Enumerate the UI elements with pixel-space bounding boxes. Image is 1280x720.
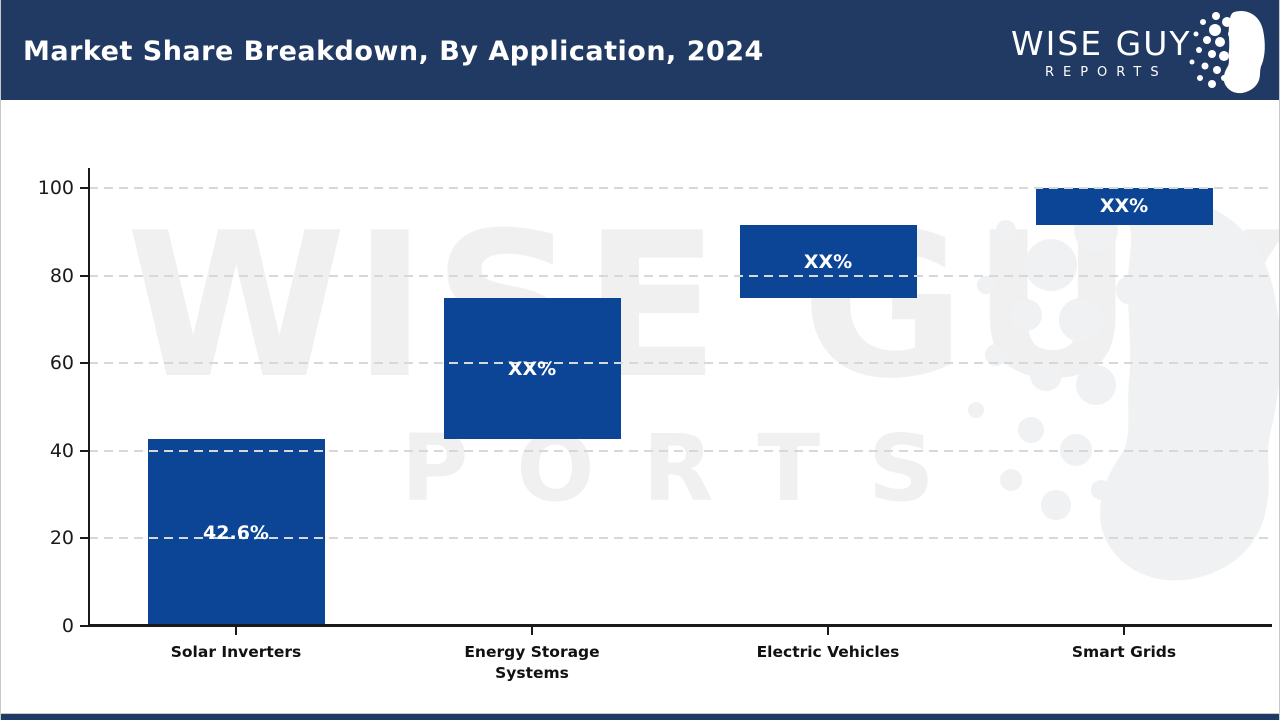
y-tick-label-80: 80	[49, 264, 74, 287]
logo-wiseguy-text: WISE GUY	[1011, 24, 1192, 63]
x-category-label-smart-grids: Smart Grids	[1071, 643, 1177, 661]
header-banner: Market Share Breakdown, By Application, …	[1, 0, 1279, 100]
x-tick-mark-smart-grids	[1123, 627, 1125, 635]
bar-solar-inverters	[147, 439, 325, 626]
gridline-100	[89, 187, 1272, 189]
page-title: Market Share Breakdown, By Application, …	[23, 36, 764, 67]
x-tick-mark-energy-storage-systems	[531, 627, 533, 635]
y-tick-mark-60	[80, 362, 88, 365]
gridline-40	[89, 449, 1272, 452]
y-tick-mark-20	[80, 537, 88, 540]
y-tick-label-60: 60	[49, 352, 74, 375]
y-tick-mark-100	[80, 187, 88, 189]
y-tick-mark-0	[80, 625, 88, 627]
logo-face-dots-icon	[1189, 10, 1265, 94]
bar-value-label-energy-storage-systems: XX%	[507, 357, 557, 380]
y-tick-label-0: 0	[61, 615, 74, 637]
logo-wordmark: WISE GUY REPORTS	[1011, 24, 1192, 80]
gridline-60	[89, 362, 1272, 365]
chart-plot-region: WISE GUY PORTS 0 20 40 60 80 100 42.6% Solar In…	[1, 100, 1280, 714]
gridline-20	[89, 537, 1272, 540]
x-category-label-electric-vehicles: Electric Vehicles	[756, 643, 900, 661]
watermark-wiseguy-text: WISE GUY	[126, 190, 1280, 423]
logo-reports-text: REPORTS	[1044, 65, 1168, 80]
y-tick-label-20: 20	[49, 527, 74, 550]
footer-divider	[1, 713, 1279, 714]
x-tick-mark-solar-inverters	[235, 627, 237, 635]
x-category-label-solar-inverters: Solar Inverters	[170, 643, 302, 661]
bar-energy-storage-systems	[443, 298, 621, 440]
bar-electric-vehicles	[739, 224, 917, 299]
wise-guy-reports-logo: WISE GUY REPORTS	[1011, 6, 1265, 96]
watermark-face-dots-icon	[968, 189, 1279, 581]
y-tick-label-40: 40	[49, 439, 74, 462]
x-category-label-energy-storage-systems: Energy Storage Systems	[464, 643, 600, 682]
y-tick-mark-40	[80, 449, 88, 452]
x-axis-line	[88, 624, 1272, 627]
y-tick-mark-80	[80, 274, 88, 277]
y-tick-label-100: 100	[37, 177, 74, 199]
footer-navy-strip	[1, 714, 1279, 720]
gridline-80	[89, 274, 1272, 277]
y-axis-line	[88, 168, 90, 627]
bar-value-label-smart-grids: XX%	[1099, 195, 1149, 218]
bar-value-label-electric-vehicles: XX%	[803, 250, 853, 273]
x-tick-mark-electric-vehicles	[827, 627, 829, 635]
bar-value-label-solar-inverters: 42.6%	[203, 521, 269, 544]
